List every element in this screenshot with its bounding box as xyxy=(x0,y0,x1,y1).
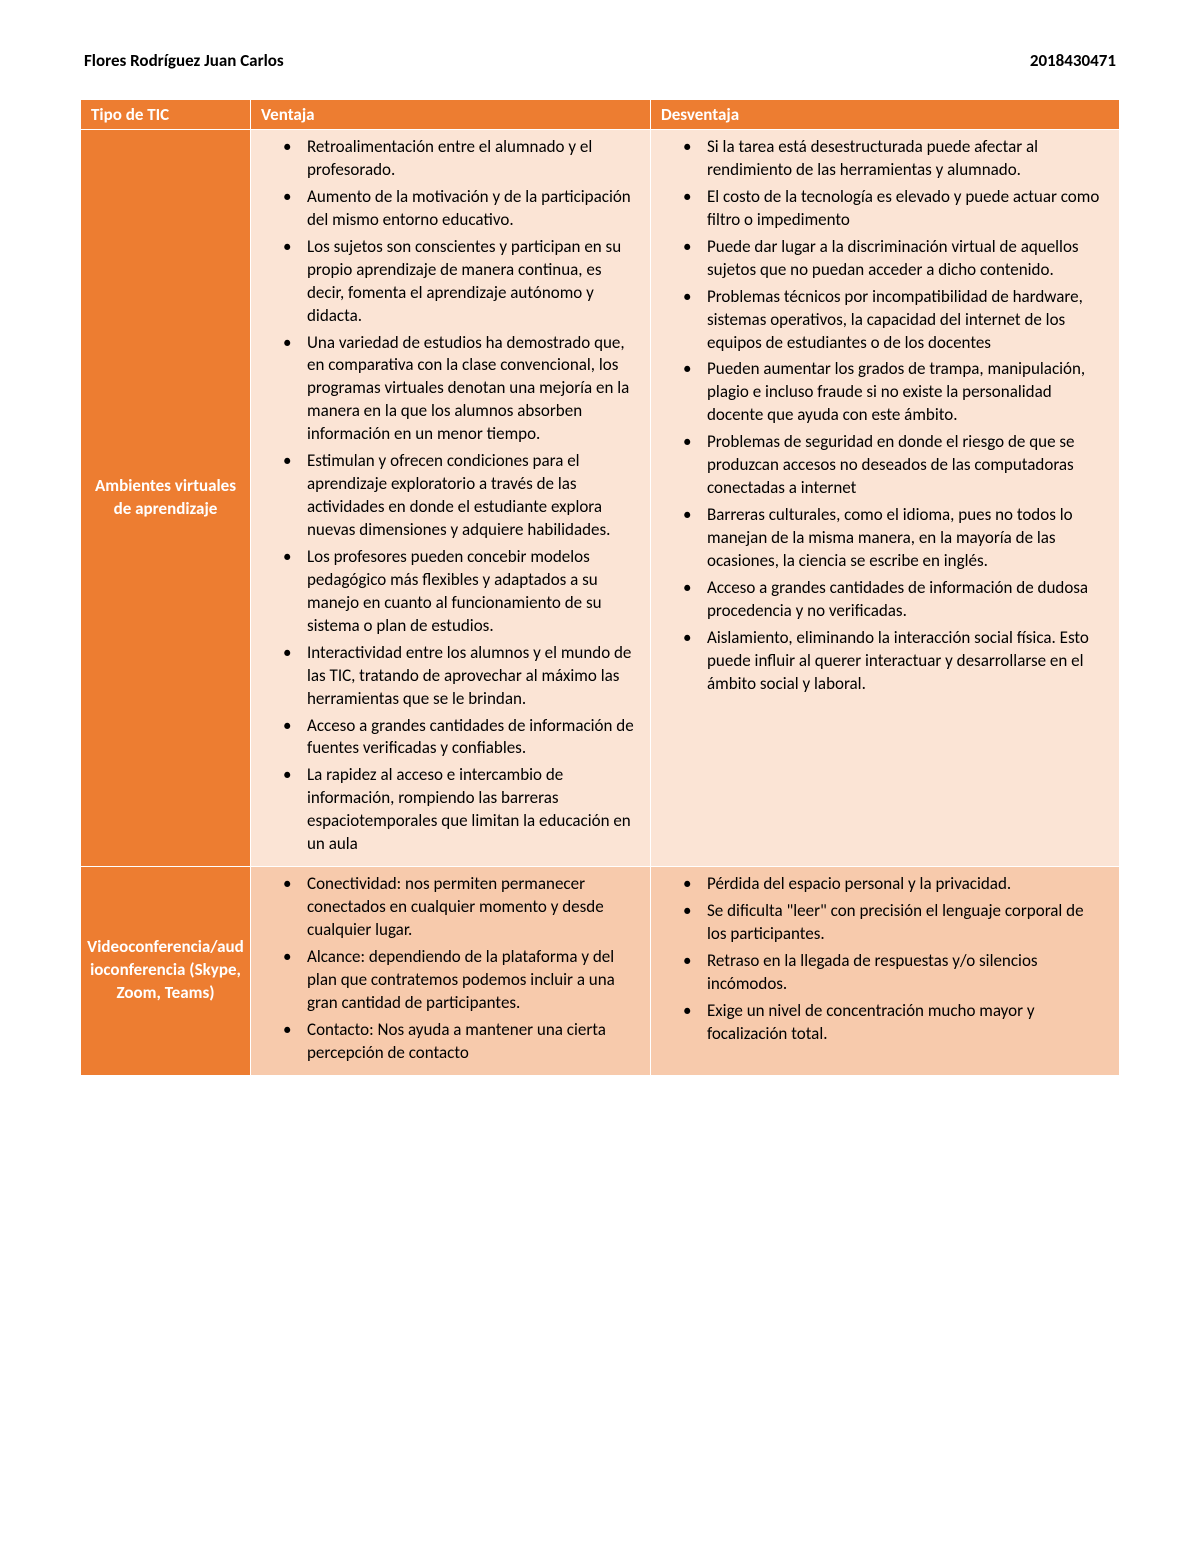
table-row: Videoconferencia/audioconferencia (Skype… xyxy=(81,867,1120,1076)
desventaja-list: Si la tarea está desestructurada puede a… xyxy=(661,136,1109,696)
list-item: El costo de la tecnología es elevado y p… xyxy=(707,186,1109,232)
list-item: Pérdida del espacio personal y la privac… xyxy=(707,873,1109,896)
list-item: La rapidez al acceso e intercambio de in… xyxy=(307,764,640,856)
list-item: Problemas de seguridad en donde el riesg… xyxy=(707,431,1109,500)
list-item: Contacto: Nos ayuda a mantener una ciert… xyxy=(307,1019,640,1065)
list-item: Aislamiento, eliminando la interacción s… xyxy=(707,627,1109,696)
list-item: Retraso en la llegada de respuestas y/o … xyxy=(707,950,1109,996)
ventaja-cell: Conectividad: nos permiten permanecer co… xyxy=(251,867,651,1076)
col-header-ventaja: Ventaja xyxy=(251,100,651,130)
list-item: Conectividad: nos permiten permanecer co… xyxy=(307,873,640,942)
table-header-row: Tipo de TIC Ventaja Desventaja xyxy=(81,100,1120,130)
list-item: Exige un nivel de concentración mucho ma… xyxy=(707,1000,1109,1046)
desventaja-cell: Pérdida del espacio personal y la privac… xyxy=(651,867,1120,1076)
desventaja-list: Pérdida del espacio personal y la privac… xyxy=(661,873,1109,1046)
list-item: Puede dar lugar a la discriminación virt… xyxy=(707,236,1109,282)
list-item: Pueden aumentar los grados de trampa, ma… xyxy=(707,358,1109,427)
tipo-cell: Videoconferencia/audioconferencia (Skype… xyxy=(81,867,251,1076)
list-item: Los profesores pueden concebir modelos p… xyxy=(307,546,640,638)
list-item: Se dificulta "leer" con precisión el len… xyxy=(707,900,1109,946)
tipo-label: Videoconferencia/audioconferencia (Skype… xyxy=(87,936,244,1005)
list-item: Retroalimentación entre el alumnado y el… xyxy=(307,136,640,182)
tic-table: Tipo de TIC Ventaja Desventaja Ambientes… xyxy=(80,99,1120,1076)
page-header: Flores Rodríguez Juan Carlos 2018430471 xyxy=(80,50,1120,71)
list-item: Problemas técnicos por incompatibilidad … xyxy=(707,286,1109,355)
list-item: Acceso a grandes cantidades de informaci… xyxy=(707,577,1109,623)
tipo-cell: Ambientes virtuales de aprendizaje xyxy=(81,130,251,867)
list-item: Alcance: dependiendo de la plataforma y … xyxy=(307,946,640,1015)
list-item: Aumento de la motivación y de la partici… xyxy=(307,186,640,232)
col-header-tipo: Tipo de TIC xyxy=(81,100,251,130)
ventaja-cell: Retroalimentación entre el alumnado y el… xyxy=(251,130,651,867)
ventaja-list: Conectividad: nos permiten permanecer co… xyxy=(261,873,640,1065)
ventaja-list: Retroalimentación entre el alumnado y el… xyxy=(261,136,640,856)
desventaja-cell: Si la tarea está desestructurada puede a… xyxy=(651,130,1120,867)
list-item: Los sujetos son conscientes y participan… xyxy=(307,236,640,328)
author-name: Flores Rodríguez Juan Carlos xyxy=(84,50,284,71)
table-body: Ambientes virtuales de aprendizaje Retroa… xyxy=(81,130,1120,1076)
col-header-desventaja: Desventaja xyxy=(651,100,1120,130)
table-row: Ambientes virtuales de aprendizaje Retroa… xyxy=(81,130,1120,867)
list-item: Interactividad entre los alumnos y el mu… xyxy=(307,642,640,711)
list-item: Barreras culturales, como el idioma, pue… xyxy=(707,504,1109,573)
list-item: Una variedad de estudios ha demostrado q… xyxy=(307,332,640,447)
tipo-label: Ambientes virtuales de aprendizaje xyxy=(87,475,244,521)
list-item: Estimulan y ofrecen condiciones para el … xyxy=(307,450,640,542)
list-item: Si la tarea está desestructurada puede a… xyxy=(707,136,1109,182)
student-id: 2018430471 xyxy=(1030,50,1116,71)
list-item: Acceso a grandes cantidades de informaci… xyxy=(307,715,640,761)
